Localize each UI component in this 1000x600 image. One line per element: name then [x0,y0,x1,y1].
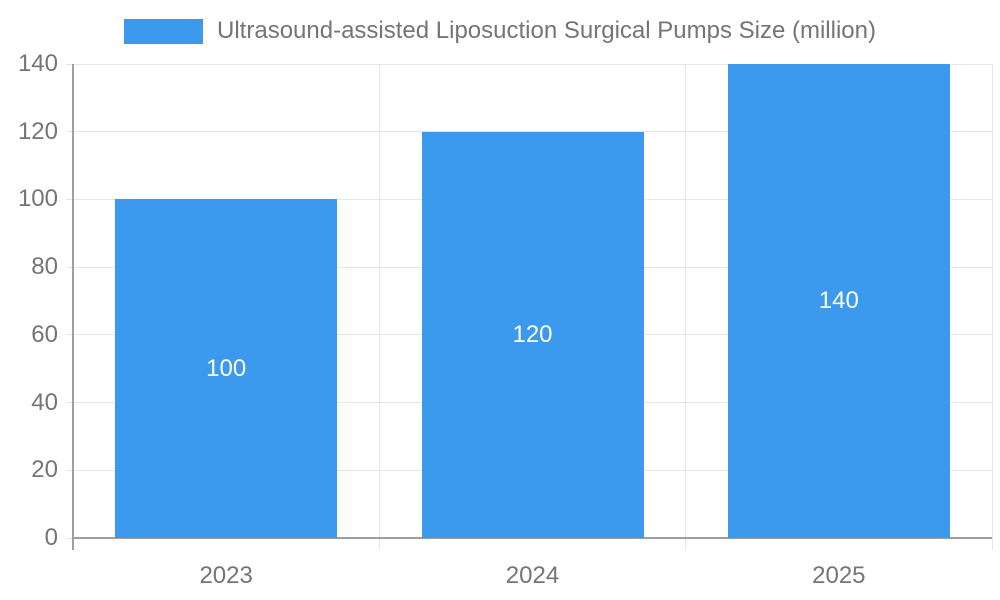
x-axis-label: 2024 [505,562,560,589]
y-axis-tick [66,131,72,133]
x-axis-labels: 2023 2024 2025 [73,560,992,592]
y-axis-label: 20 [31,456,58,484]
plot-area: 100 120 140 [66,63,993,550]
bar-2023: 100 [115,199,338,538]
x-axis-tick [685,538,687,550]
y-axis-tick [66,537,72,539]
legend-label: Ultrasound-assisted Liposuction Surgical… [217,17,876,44]
y-axis-label: 140 [17,50,58,77]
y-axis-label: 100 [17,185,58,213]
y-axis-tick [66,63,72,65]
y-axis-tick [66,334,72,336]
y-axis-tick [66,469,72,471]
y-axis-tick [66,198,72,200]
bar-2024: 120 [421,131,644,538]
y-axis-label: 0 [44,524,58,551]
y-axis-tick [66,402,72,404]
y-axis-label: 60 [31,320,58,348]
y-axis-tick [66,266,72,268]
x-axis-line [73,537,992,539]
legend-swatch [124,18,204,44]
bar-value-label: 140 [818,287,859,314]
gridline-horizontal [73,63,992,65]
legend[interactable]: Ultrasound-assisted Liposuction Surgical… [0,17,1000,45]
gridline-vertical [685,64,687,538]
x-axis-label: 2025 [812,562,866,589]
plot-right-border [991,64,993,538]
gridline-vertical [378,64,380,538]
y-axis-labels: 0 20 40 60 80 100 120 140 [0,52,58,550]
bar-value-label: 100 [206,354,247,382]
x-axis-tick [378,538,380,550]
bar-2025: 140 [727,64,950,538]
x-axis-label: 2023 [199,562,253,589]
x-axis-tick [991,538,993,550]
y-axis-label: 120 [17,117,58,145]
y-axis-label: 80 [31,253,58,281]
gridline-horizontal [73,131,992,133]
bar-value-label: 120 [512,320,553,348]
y-axis-line [72,64,74,550]
y-axis-label: 40 [31,388,58,416]
